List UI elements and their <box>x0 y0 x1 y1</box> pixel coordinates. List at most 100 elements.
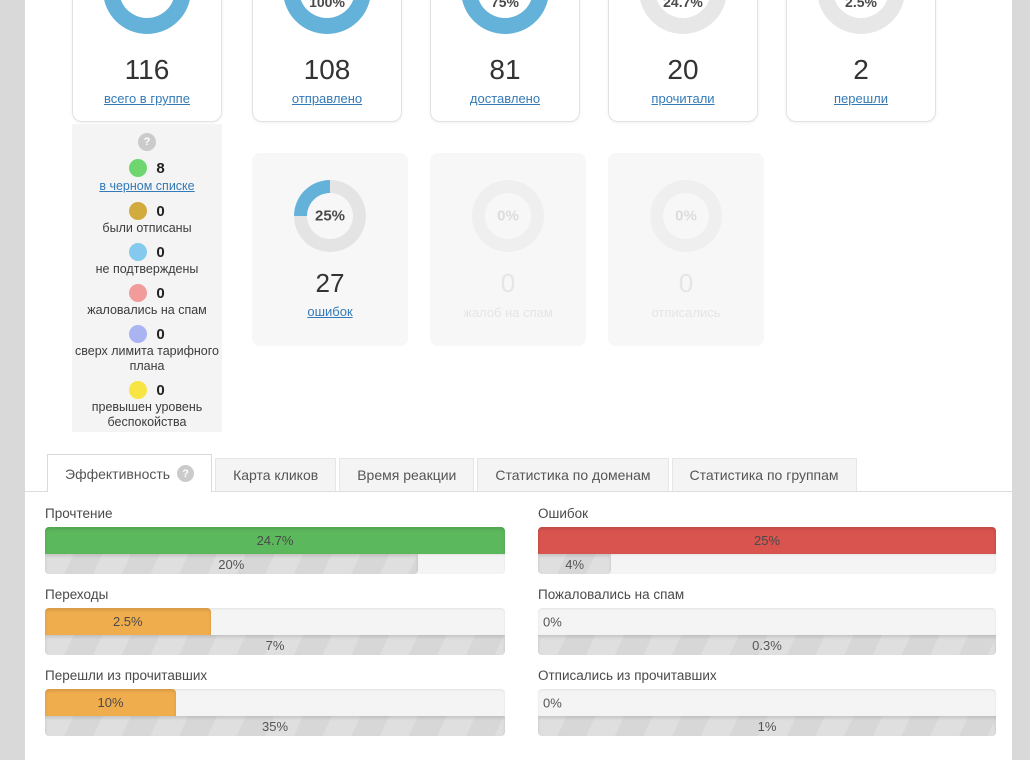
tab-label: Статистика по группам <box>689 467 839 483</box>
read-link[interactable]: прочитали <box>651 91 715 106</box>
over-limit-dot-icon <box>129 325 148 343</box>
read-value: 20 <box>667 54 699 85</box>
breakdown-row-unconfirmed: 0 <box>72 243 222 261</box>
metric-label: Переходы <box>45 587 109 602</box>
over-limit-count: 0 <box>156 325 165 343</box>
blacklist-link[interactable]: в черном списке <box>99 179 195 193</box>
delivered-value: 81 <box>489 54 521 85</box>
help-icon[interactable]: ? <box>138 133 156 151</box>
metric-value-text: 24.7% <box>256 533 294 548</box>
unsubscribed-label: были отписаны <box>102 221 192 235</box>
sent-link[interactable]: отправлено <box>291 91 363 106</box>
breakdown-row-spam-complaints: 0 <box>72 284 222 302</box>
metric-benchmark-text: 35% <box>261 718 289 734</box>
donut-spam-complaints: 0% <box>472 180 544 252</box>
tab-effectiveness[interactable]: Эффективность ? <box>47 454 213 492</box>
donut-percent-label: 0% <box>675 207 697 225</box>
group-breakdown-panel: ? 8 в черном списке 0 были отписаны 0 не… <box>72 124 222 432</box>
errors-value: 27 <box>315 268 345 298</box>
help-icon[interactable]: ? <box>177 465 195 482</box>
card-unsubscribed: 0% 0 отписались <box>608 153 764 346</box>
breakdown-row-blacklist: 8 <box>72 159 222 177</box>
unsubscribed-count: 0 <box>156 202 165 220</box>
donut-sent: 100% <box>283 0 371 34</box>
metric-value-fill: 25% <box>538 527 996 554</box>
metric-value-bar: 10% 10% <box>45 689 505 716</box>
metric-label: Прочтение <box>45 506 113 521</box>
metric-row-unsubscribed-from-read: Отписались из прочитавших 0% 0% 1% <box>538 668 996 736</box>
unsubscribed-dot-icon <box>129 202 148 220</box>
metric-value-text: 2.5% <box>112 614 143 629</box>
tab-click-map[interactable]: Карта кликов <box>215 458 337 491</box>
card-spam-complaints: 0% 0 жалоб на спам <box>430 153 586 346</box>
donut-errors: 25% <box>294 180 366 252</box>
over-limit-label: сверх лимита тарифного плана <box>75 344 219 373</box>
donut-percent-label: 25% <box>314 207 346 225</box>
unconfirmed-count: 0 <box>156 243 165 261</box>
anxiety-label: превышен уровень беспокойства <box>91 400 203 429</box>
anxiety-dot-icon <box>129 381 148 399</box>
metric-value-text: 0% <box>543 614 562 629</box>
tab-domain-stats[interactable]: Статистика по доменам <box>477 458 669 491</box>
metric-value-bar: 0% 0% <box>538 689 996 716</box>
donut-percent-label: 100% <box>309 0 345 10</box>
delivered-link[interactable]: доставлено <box>469 91 541 106</box>
metric-value-text: 10% <box>97 695 124 710</box>
card-total-in-group: 116 всего в группе <box>72 0 222 122</box>
donut-percent-label: 24.7% <box>663 0 703 10</box>
breakdown-row-over-limit: 0 <box>72 325 222 343</box>
metric-label: Отписались из прочитавших <box>538 668 717 683</box>
metric-label: Ошибок <box>538 506 589 521</box>
card-delivered: 75% 81 доставлено <box>430 0 580 122</box>
effectiveness-left-column: Прочтение 24.7% 24.7% 20% Переходы 2.5% … <box>45 506 505 749</box>
donut-delivered: 75% <box>461 0 549 34</box>
metric-value-bar: 2.5% 2.5% <box>45 608 505 635</box>
metric-benchmark-text: 20% <box>218 556 245 572</box>
metric-benchmark-bar: 0.3% <box>538 635 996 655</box>
donut-unsubscribed: 0% <box>650 180 722 252</box>
tab-reaction-time[interactable]: Время реакции <box>339 458 475 491</box>
total-value: 116 <box>124 54 170 85</box>
spam-complaints-label: жалоб на спам <box>463 305 553 320</box>
spam-count: 0 <box>156 284 165 302</box>
metric-benchmark-fill: 1% <box>538 716 996 736</box>
spam-dot-icon <box>129 284 148 302</box>
metric-benchmark-fill: 0.3% <box>538 635 996 655</box>
metric-value-bar: 25% 25% <box>538 527 996 554</box>
tab-label: Эффективность <box>65 465 171 482</box>
metric-benchmark-fill: 35% <box>45 716 505 736</box>
metric-value-fill: 24.7% <box>45 527 505 554</box>
donut-read: 24.7% <box>639 0 727 34</box>
metric-benchmark-text: 1% <box>757 718 777 734</box>
page-left-margin <box>0 0 25 760</box>
donut-total <box>103 0 191 34</box>
anxiety-count: 0 <box>156 381 165 399</box>
page-right-margin <box>1012 0 1030 760</box>
donut-percent-label: 75% <box>490 0 520 10</box>
metric-benchmark-bar: 7% <box>45 635 505 655</box>
tab-label: Карта кликов <box>233 467 319 483</box>
metric-value-text: 25% <box>753 533 781 548</box>
metric-value-fill: 2.5% <box>45 608 211 635</box>
effectiveness-right-column: Ошибок 25% 25% 4% Пожаловались на спам 0… <box>538 506 996 749</box>
donut-clicked: 2.5% <box>817 0 905 34</box>
metric-benchmark-bar: 20% <box>45 554 505 574</box>
errors-link[interactable]: ошибок <box>307 304 353 319</box>
unconfirmed-label: не подтверждены <box>95 262 199 276</box>
blacklist-count: 8 <box>156 159 165 177</box>
unsubscribed-card-value: 0 <box>678 268 694 298</box>
breakdown-row-anxiety: 0 <box>72 381 222 399</box>
tab-group-stats[interactable]: Статистика по группам <box>671 458 857 491</box>
card-sent: 100% 108 отправлено <box>252 0 402 122</box>
clicked-value: 2 <box>853 54 869 85</box>
total-link[interactable]: всего в группе <box>104 91 190 106</box>
metric-benchmark-text: 4% <box>565 556 585 572</box>
card-clicked: 2.5% 2 перешли <box>786 0 936 122</box>
tab-label: Время реакции <box>357 467 457 483</box>
donut-percent-label: 0% <box>497 207 519 225</box>
clicked-link[interactable]: перешли <box>833 91 888 106</box>
metric-benchmark-text: 7% <box>265 637 285 653</box>
metric-value-bar: 0% 0% <box>538 608 996 635</box>
sent-value: 108 <box>303 54 351 85</box>
metric-label: Перешли из прочитавших <box>45 668 208 683</box>
